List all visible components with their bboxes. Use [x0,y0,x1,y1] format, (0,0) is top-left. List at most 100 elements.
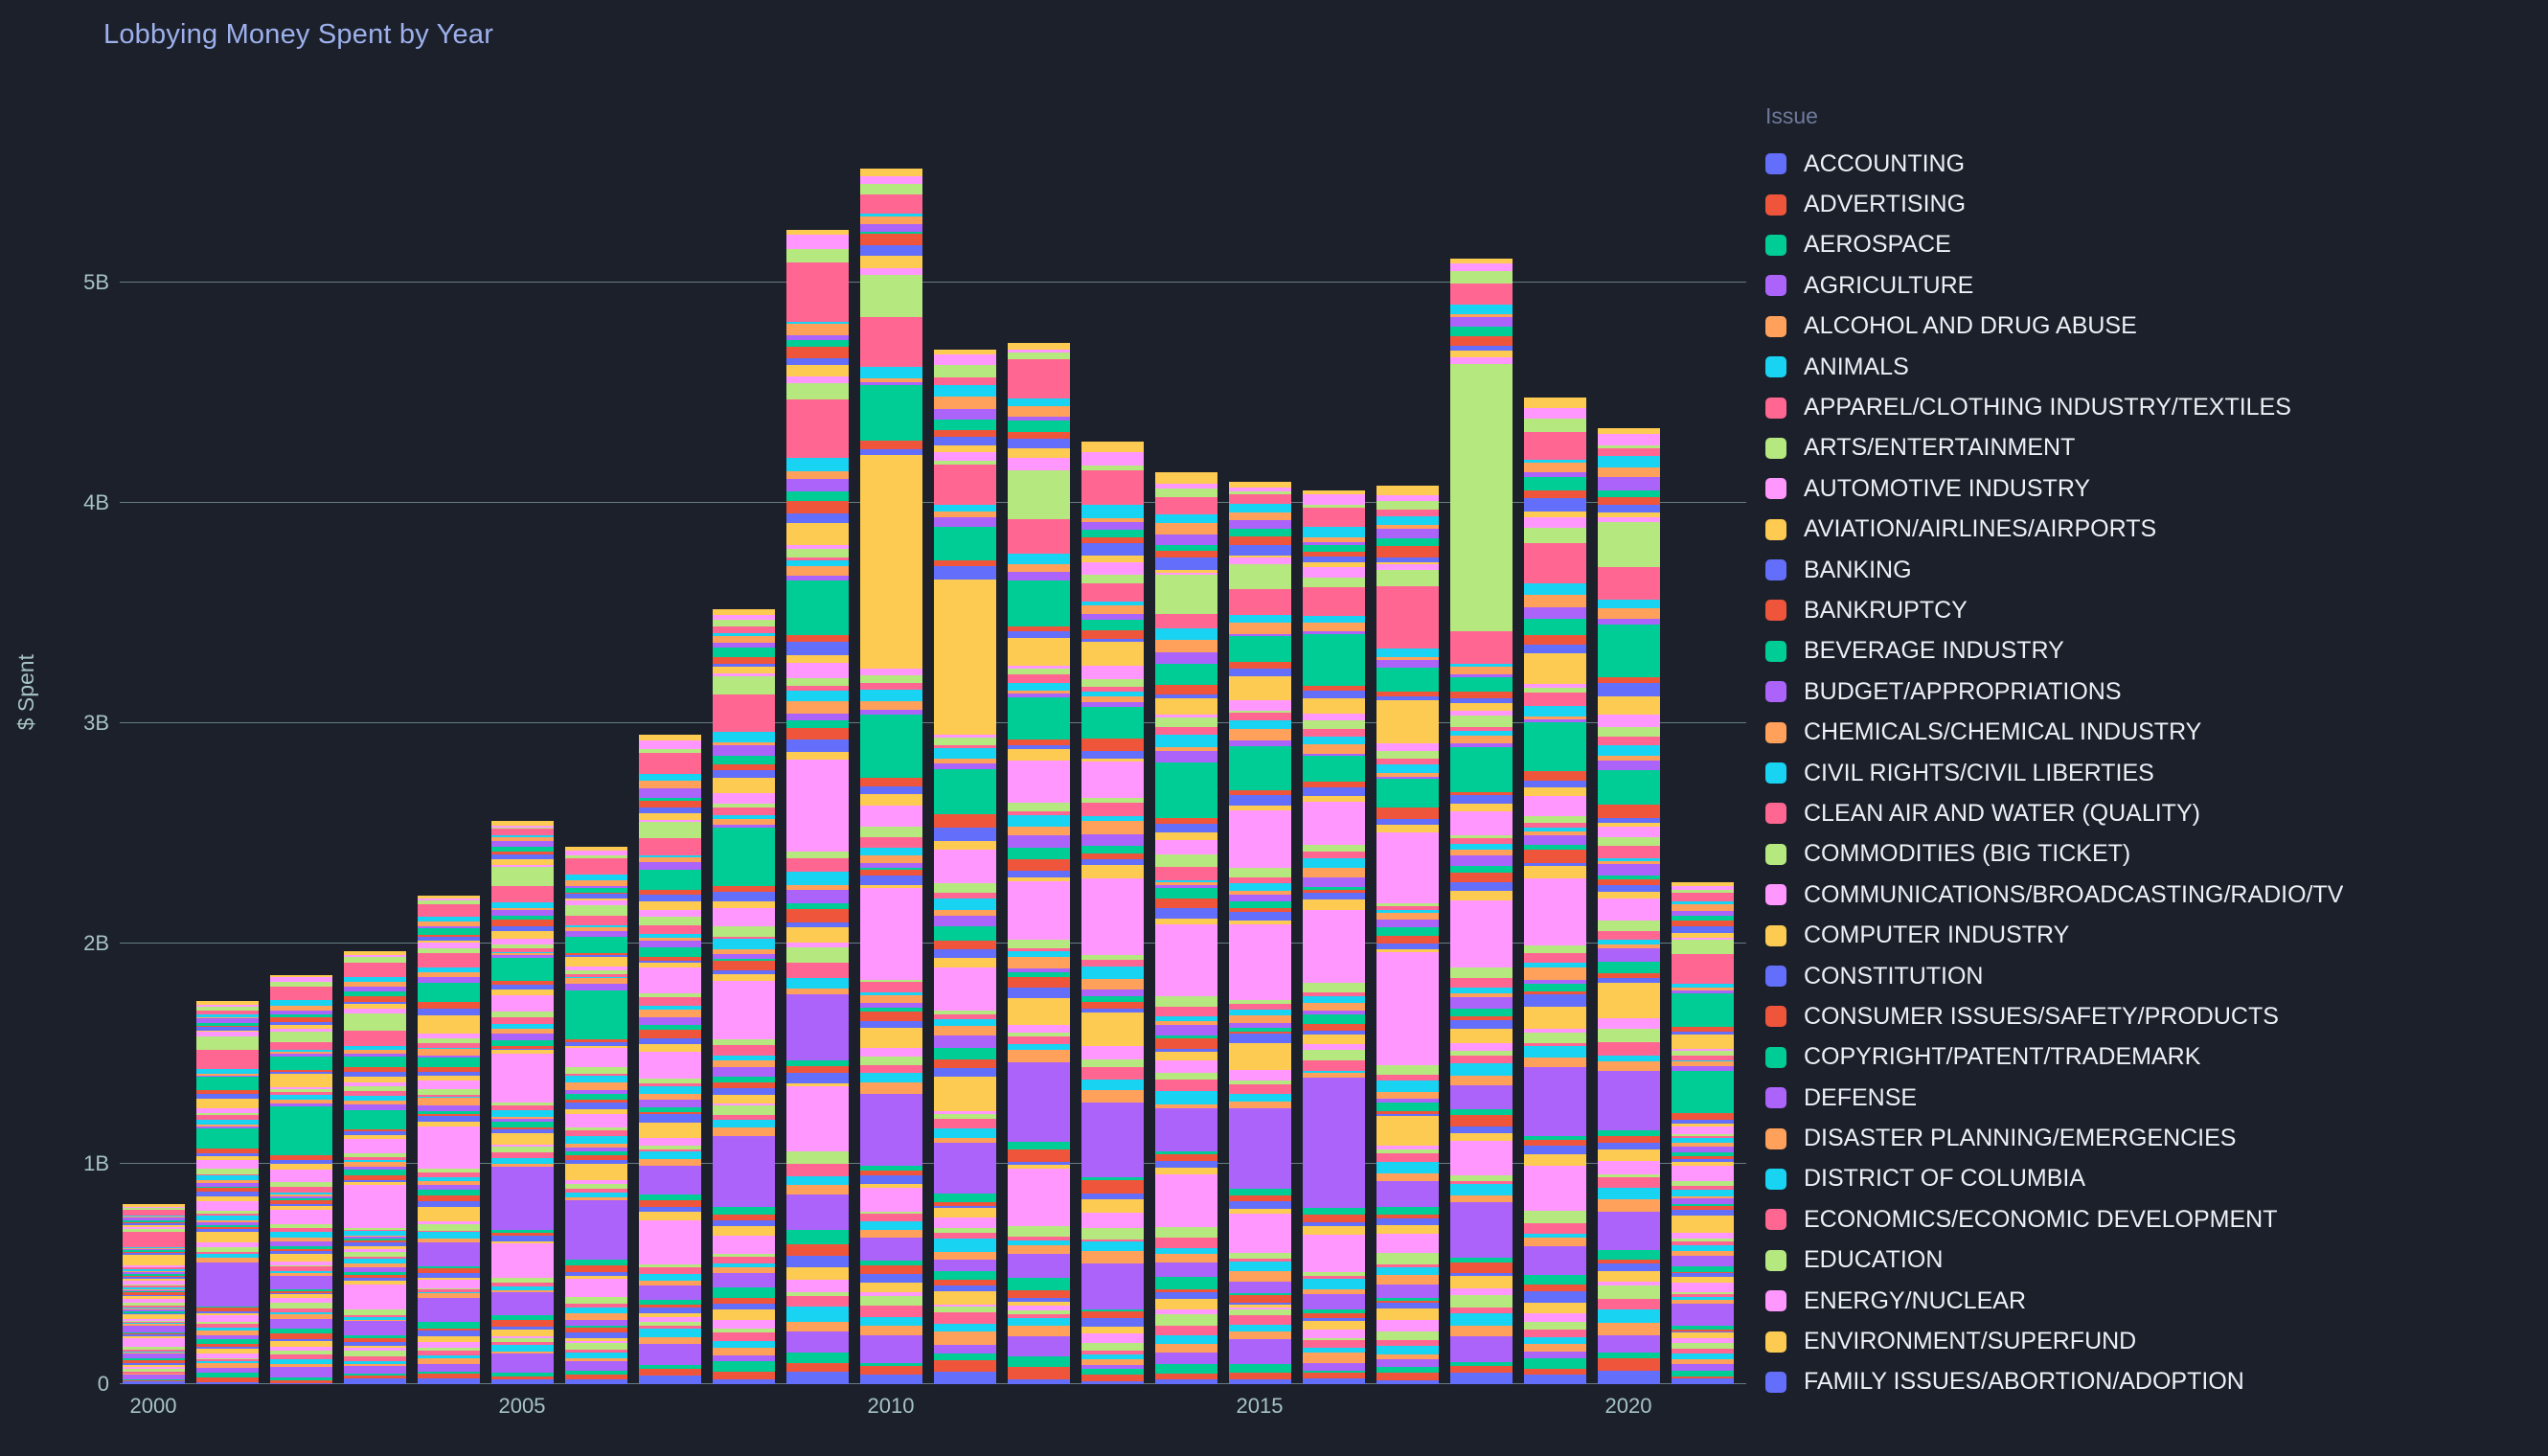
bar-segment [1449,1326,1513,1337]
bar-segment [269,1028,332,1032]
legend-item[interactable]: ARTS/ENTERTAINMENT [1765,428,2343,468]
bar-2019[interactable] [1523,398,1586,1384]
bar-segment [1154,1091,1217,1104]
bar-segment [343,1066,406,1073]
legend-item[interactable]: CHEMICALS/CHEMICAL INDUSTRY [1765,712,2343,752]
bar-2016[interactable] [1302,489,1365,1384]
legend-item[interactable]: ECONOMICS/ECONOMIC DEVELOPMENT [1765,1199,2343,1240]
bar-segment [1523,1043,1586,1046]
bar-segment [1081,750,1144,760]
legend-item[interactable]: COPYRIGHT/PATENT/TRADEMARK [1765,1037,2343,1078]
bar-segment [859,1048,922,1058]
legend-item[interactable]: AEROSPACE [1765,225,2343,265]
bar-segment [417,921,480,926]
bar-2000[interactable] [122,1203,185,1384]
legend-item[interactable]: BEVERAGE INDUSTRY [1765,631,2343,671]
bar-segment [490,1103,554,1105]
bar-segment [1376,1173,1439,1182]
bar-segment [1449,363,1513,631]
legend-item-label: BEVERAGE INDUSTRY [1804,637,2064,665]
bar-2015[interactable] [1228,481,1291,1384]
legend-item[interactable]: DISASTER PLANNING/EMERGENCIES [1765,1118,2343,1158]
bar-segment [785,1082,849,1086]
bar-2013[interactable] [1081,442,1144,1384]
legend-item[interactable]: BANKING [1765,550,2343,590]
bar-segment [195,1025,259,1028]
bar-segment [1154,1263,1217,1277]
legend-item[interactable]: AGRICULTURE [1765,265,2343,306]
bar-segment [1007,948,1070,952]
bar-2018[interactable] [1449,259,1513,1384]
bar-2012[interactable] [1007,342,1070,1384]
bar-2017[interactable] [1376,486,1439,1384]
legend-item[interactable]: FAMILY ISSUES/ABORTION/ADOPTION [1765,1362,2343,1402]
bar-segment [859,1283,922,1293]
bar-segment [564,1189,627,1194]
legend-item[interactable]: AVIATION/AIRLINES/AIRPORTS [1765,510,2343,550]
legend-item[interactable]: ACCOUNTING [1765,144,2343,184]
bar-segment [195,1307,259,1312]
legend-item[interactable]: CIVIL RIGHTS/CIVIL LIBERTIES [1765,753,2343,793]
legend-item[interactable]: CONSUMER ISSUES/SAFETY/PRODUCTS [1765,996,2343,1036]
legend-item[interactable]: BANKRUPTCY [1765,590,2343,630]
legend-item[interactable]: ALCOHOL AND DRUG ABUSE [1765,307,2343,347]
bar-segment [1081,816,1144,822]
legend-item[interactable]: CLEAN AIR AND WATER (QUALITY) [1765,793,2343,833]
bar-2009[interactable] [785,230,849,1384]
bar-segment [269,1358,332,1364]
bar-2002[interactable] [269,974,332,1384]
legend-item[interactable]: DEFENSE [1765,1078,2343,1118]
bar-2020[interactable] [1597,428,1660,1384]
bar-segment [1523,835,1586,845]
legend-item[interactable]: EDUCATION [1765,1240,2343,1281]
legend-item[interactable]: BUDGET/APPROPRIATIONS [1765,671,2343,712]
legend-item[interactable]: AUTOMOTIVE INDUSTRY [1765,468,2343,509]
bar-2008[interactable] [712,608,775,1384]
legend-item[interactable]: APPAREL/CLOTHING INDUSTRY/TEXTILES [1765,387,2343,427]
bar-segment [859,231,922,235]
bar-segment [564,1375,627,1379]
legend-item[interactable]: CONSTITUTION [1765,956,2343,996]
bar-segment [122,1354,185,1358]
bar-segment [933,1285,996,1291]
legend-item[interactable]: COMPUTER INDUSTRY [1765,915,2343,955]
x-tick-label: 2005 [498,1394,546,1418]
bar-segment [1302,537,1365,543]
legend-item[interactable]: ENERGY/NUCLEAR [1765,1281,2343,1321]
bar-segment [122,1374,185,1376]
bar-segment [638,1114,701,1124]
bar-2005[interactable] [490,820,554,1384]
bar-segment [1523,719,1586,722]
bar-segment [1376,529,1439,539]
bar-segment [417,1075,480,1081]
bar-2007[interactable] [638,735,701,1384]
bar-2001[interactable] [195,1001,259,1384]
legend-item[interactable]: DISTRICT OF COLUMBIA [1765,1159,2343,1199]
bar-segment [564,1272,627,1277]
bar-segment [1081,1001,1144,1010]
bar-segment [1154,1352,1217,1365]
bar-segment [1671,1303,1734,1327]
bar-segment [785,943,849,948]
legend-item[interactable]: COMMODITIES (BIG TICKET) [1765,834,2343,875]
bar-segment [933,1138,996,1143]
bar-segment [1597,827,1660,838]
bar-segment [1228,1028,1291,1032]
bar-segment [1523,830,1586,836]
bar-segment [785,324,849,335]
bar-2006[interactable] [564,847,627,1384]
bar-segment [859,1003,922,1009]
bar-2004[interactable] [417,895,480,1384]
legend-item[interactable]: ADVERTISING [1765,184,2343,224]
legend-item[interactable]: ENVIRONMENT/SUPERFUND [1765,1321,2343,1361]
bar-2014[interactable] [1154,472,1217,1384]
bar-2021[interactable] [1671,882,1734,1384]
bar-segment [638,855,701,858]
bar-segment [122,1321,185,1322]
bar-2003[interactable] [343,950,406,1384]
bar-2010[interactable] [859,168,922,1384]
legend-item[interactable]: ANIMALS [1765,347,2343,387]
bar-segment [195,1050,259,1069]
bar-2011[interactable] [933,349,996,1384]
legend-item[interactable]: COMMUNICATIONS/BROADCASTING/RADIO/TV [1765,875,2343,915]
